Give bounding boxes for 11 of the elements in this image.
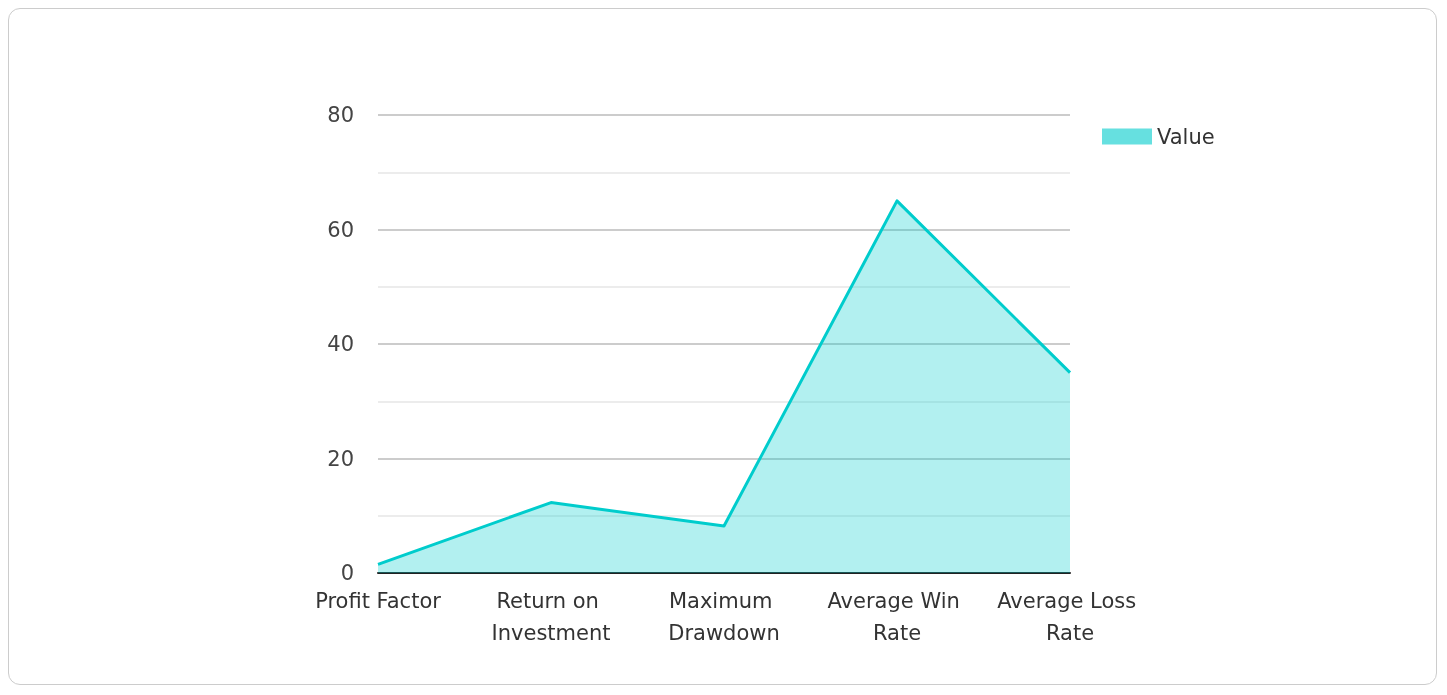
y-tick-label: 60 (327, 217, 354, 242)
x-tick-label: Average Win Rate (827, 589, 967, 645)
x-tick-label: Return on Investment (491, 589, 611, 645)
y-tick-label: 20 (327, 446, 354, 471)
x-tick-label: Average Loss Rate (997, 589, 1143, 645)
y-tick-label: 80 (327, 103, 354, 127)
y-tick-label: 40 (327, 332, 354, 356)
legend-label: Value (1157, 124, 1215, 149)
y-tick-label: 0 (340, 561, 354, 585)
x-tick-label: Maximum Drawdown (668, 589, 780, 645)
x-tick-label: Profit Factor (315, 589, 442, 613)
